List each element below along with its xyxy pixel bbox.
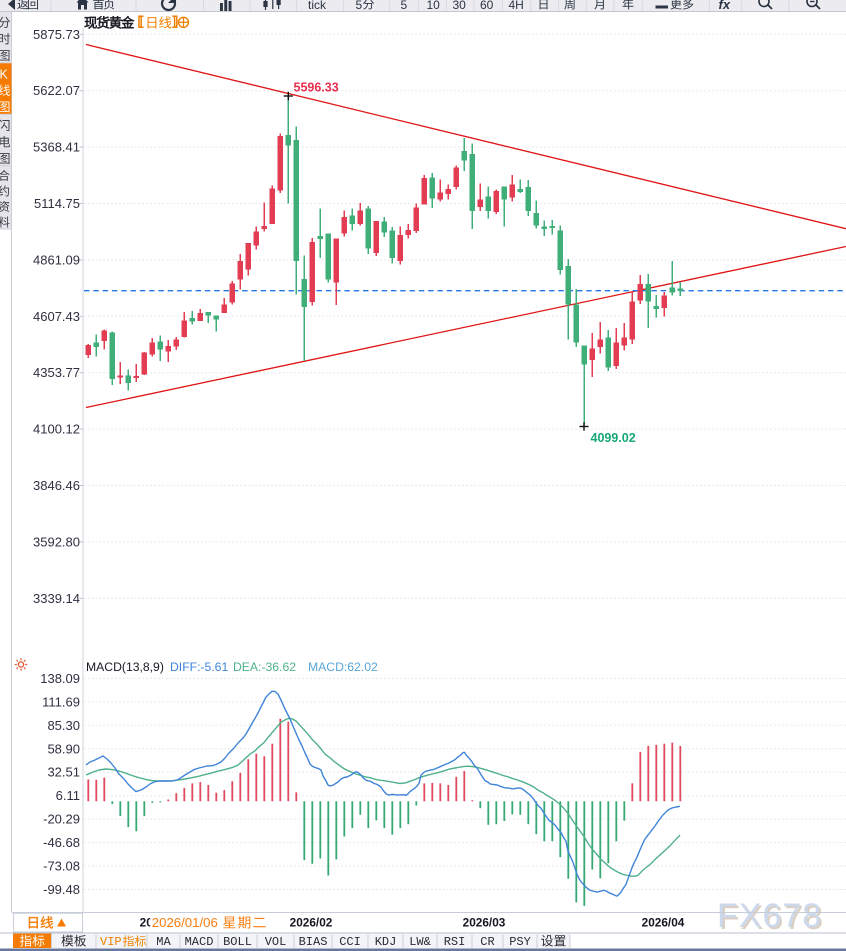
svg-text:DIFF:-5.61: DIFF:-5.61 bbox=[170, 660, 228, 674]
svg-text:CCI: CCI bbox=[339, 935, 361, 949]
svg-text:LW&: LW& bbox=[409, 935, 431, 949]
svg-text:MACD:62.02: MACD:62.02 bbox=[308, 660, 378, 674]
svg-text:MACD: MACD bbox=[185, 935, 214, 949]
svg-text:138.09: 138.09 bbox=[40, 671, 80, 686]
svg-text:111.69: 111.69 bbox=[42, 694, 80, 709]
svg-text:3846.46: 3846.46 bbox=[33, 478, 80, 493]
svg-text:3592.80: 3592.80 bbox=[33, 534, 80, 549]
svg-text:3339.14: 3339.14 bbox=[33, 591, 80, 606]
svg-text:6.11: 6.11 bbox=[56, 788, 80, 803]
svg-text:RSI: RSI bbox=[444, 935, 466, 949]
svg-text:FX678: FX678 bbox=[719, 899, 824, 937]
svg-text:4099.02: 4099.02 bbox=[591, 431, 636, 445]
svg-text:4353.77: 4353.77 bbox=[33, 365, 80, 380]
svg-text:5622.07: 5622.07 bbox=[33, 83, 80, 98]
svg-text:-20.29: -20.29 bbox=[43, 812, 80, 827]
svg-text:fx: fx bbox=[719, 0, 731, 12]
svg-text:2026/03: 2026/03 bbox=[463, 916, 506, 930]
svg-text:KDJ: KDJ bbox=[375, 935, 397, 949]
svg-text:2026/04: 2026/04 bbox=[642, 916, 685, 930]
svg-text:5596.33: 5596.33 bbox=[294, 81, 339, 95]
svg-text:5: 5 bbox=[356, 0, 363, 12]
svg-text:2026/02: 2026/02 bbox=[290, 916, 333, 930]
svg-text:CR: CR bbox=[480, 935, 494, 949]
svg-text:2026/01/06: 2026/01/06 bbox=[152, 915, 218, 930]
svg-text:-73.08: -73.08 bbox=[43, 859, 80, 874]
svg-text:4861.09: 4861.09 bbox=[33, 252, 80, 267]
svg-text:10: 10 bbox=[427, 0, 441, 12]
svg-text:60: 60 bbox=[480, 0, 494, 12]
svg-text:-46.68: -46.68 bbox=[43, 835, 80, 850]
svg-text:5875.73: 5875.73 bbox=[33, 27, 80, 42]
svg-text:VIP: VIP bbox=[100, 935, 122, 949]
svg-text:4H: 4H bbox=[509, 0, 524, 12]
svg-text:58.90: 58.90 bbox=[47, 741, 80, 756]
svg-text:85.30: 85.30 bbox=[47, 718, 80, 733]
svg-text:30: 30 bbox=[453, 0, 467, 12]
svg-text:4100.12: 4100.12 bbox=[33, 422, 80, 437]
svg-text:MACD(13,8,9): MACD(13,8,9) bbox=[86, 660, 164, 674]
svg-text:5114.75: 5114.75 bbox=[34, 196, 80, 211]
svg-text:PSY: PSY bbox=[509, 935, 531, 949]
svg-text:-99.48: -99.48 bbox=[43, 882, 80, 897]
svg-text:4607.43: 4607.43 bbox=[33, 309, 80, 324]
svg-text:tick: tick bbox=[308, 0, 327, 12]
svg-text:32.51: 32.51 bbox=[47, 765, 80, 780]
svg-text:MA: MA bbox=[156, 935, 171, 949]
svg-text:BIAS: BIAS bbox=[299, 935, 328, 949]
svg-text:BOLL: BOLL bbox=[223, 935, 252, 949]
svg-text:K: K bbox=[0, 68, 9, 82]
svg-text:DEA:-36.62: DEA:-36.62 bbox=[233, 660, 296, 674]
svg-text:5368.41: 5368.41 bbox=[33, 140, 80, 155]
svg-text:VOL: VOL bbox=[265, 935, 287, 949]
svg-text:5: 5 bbox=[401, 0, 408, 12]
svg-text:FX678: FX678 bbox=[717, 897, 822, 935]
